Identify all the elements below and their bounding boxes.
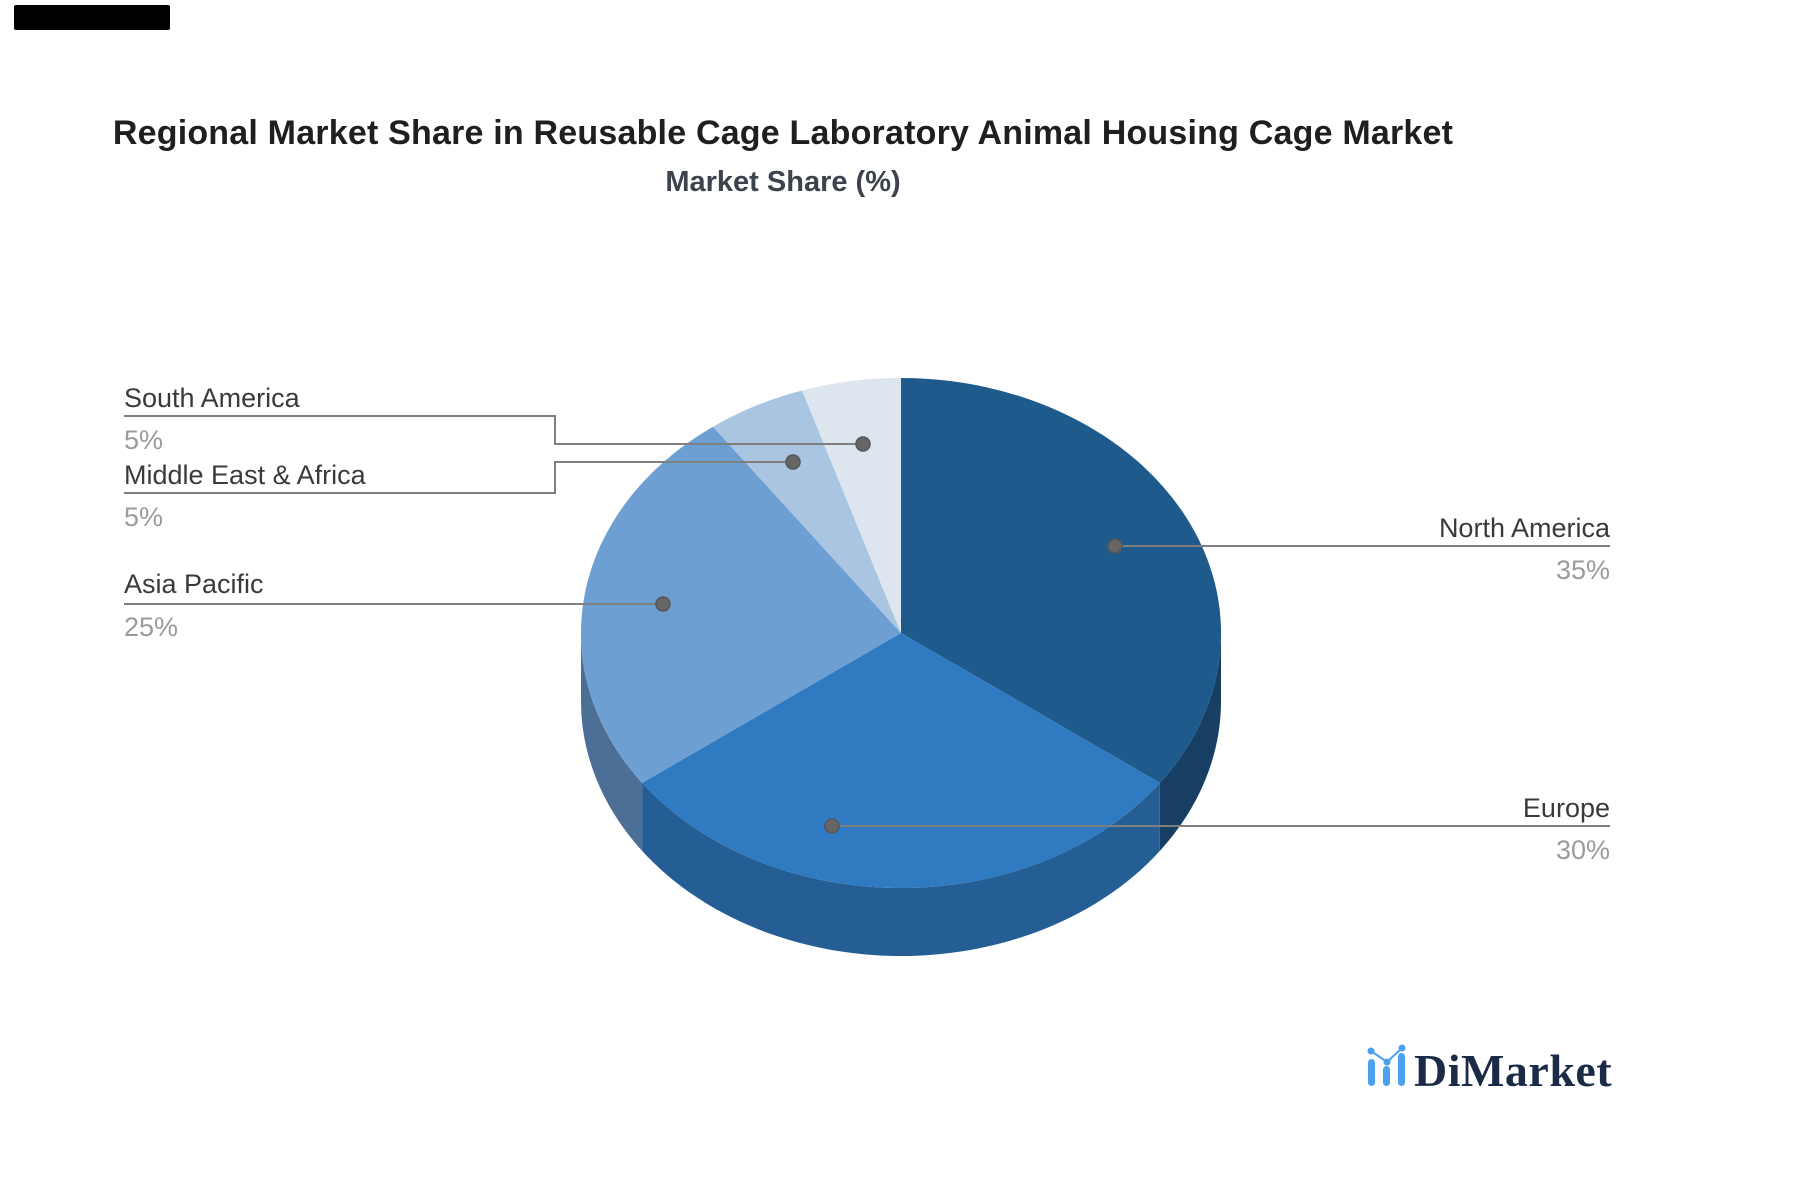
callout-value-europe: 30%: [1555, 835, 1610, 865]
callout-label-europe: Europe: [1522, 793, 1610, 823]
logo-dot-3: [1398, 1044, 1406, 1052]
pie-slice-middle-east-africa[interactable]: [712, 390, 901, 634]
connector-dot-north-america: [1107, 538, 1123, 554]
dimarket-logo-text: DiMarket: [1414, 1045, 1613, 1096]
logo-dot-2: [1383, 1058, 1391, 1066]
dimarket-logo-icon: [1367, 1044, 1406, 1086]
connector-dot-south-america: [855, 436, 871, 452]
callout-value-middle-east-africa: 5%: [124, 502, 164, 532]
pie-slice-north-america[interactable]: [901, 378, 1222, 783]
callout-label-south-america: South America: [124, 383, 300, 413]
callout-label-asia-pacific: Asia Pacific: [124, 569, 264, 599]
connector-line-middle-east-africa: [124, 461, 793, 494]
chart-subtitle: Market Share (%): [665, 166, 901, 198]
pie-side-north-america: [1159, 633, 1221, 851]
callout-value-north-america: 35%: [1555, 555, 1610, 585]
pie-slice-south-america[interactable]: [802, 378, 901, 633]
connector-line-south-america: [124, 415, 863, 445]
chart-title: Regional Market Share in Reusable Cage L…: [112, 114, 1454, 152]
callout-label-north-america: North America: [1438, 513, 1610, 543]
connector-dot-asia-pacific: [655, 596, 671, 612]
pie-slice-europe[interactable]: [642, 633, 1160, 889]
top-left-black-bar: [14, 5, 170, 30]
logo-bar-1: [1368, 1059, 1375, 1086]
logo-bar-3: [1398, 1053, 1405, 1086]
callout-label-middle-east-africa: Middle East & Africa: [124, 460, 366, 490]
pie-side-europe: [642, 782, 1160, 957]
callout-value-south-america: 5%: [124, 425, 164, 455]
connector-dot-europe: [824, 818, 840, 834]
logo-bar-2: [1383, 1066, 1390, 1086]
logo-dot-1: [1367, 1047, 1375, 1055]
pie-side-asia-pacific: [581, 633, 643, 851]
callout-value-asia-pacific: 25%: [124, 612, 179, 642]
pie-slice-asia-pacific[interactable]: [580, 426, 901, 783]
connector-dot-middle-east-africa: [785, 454, 801, 470]
